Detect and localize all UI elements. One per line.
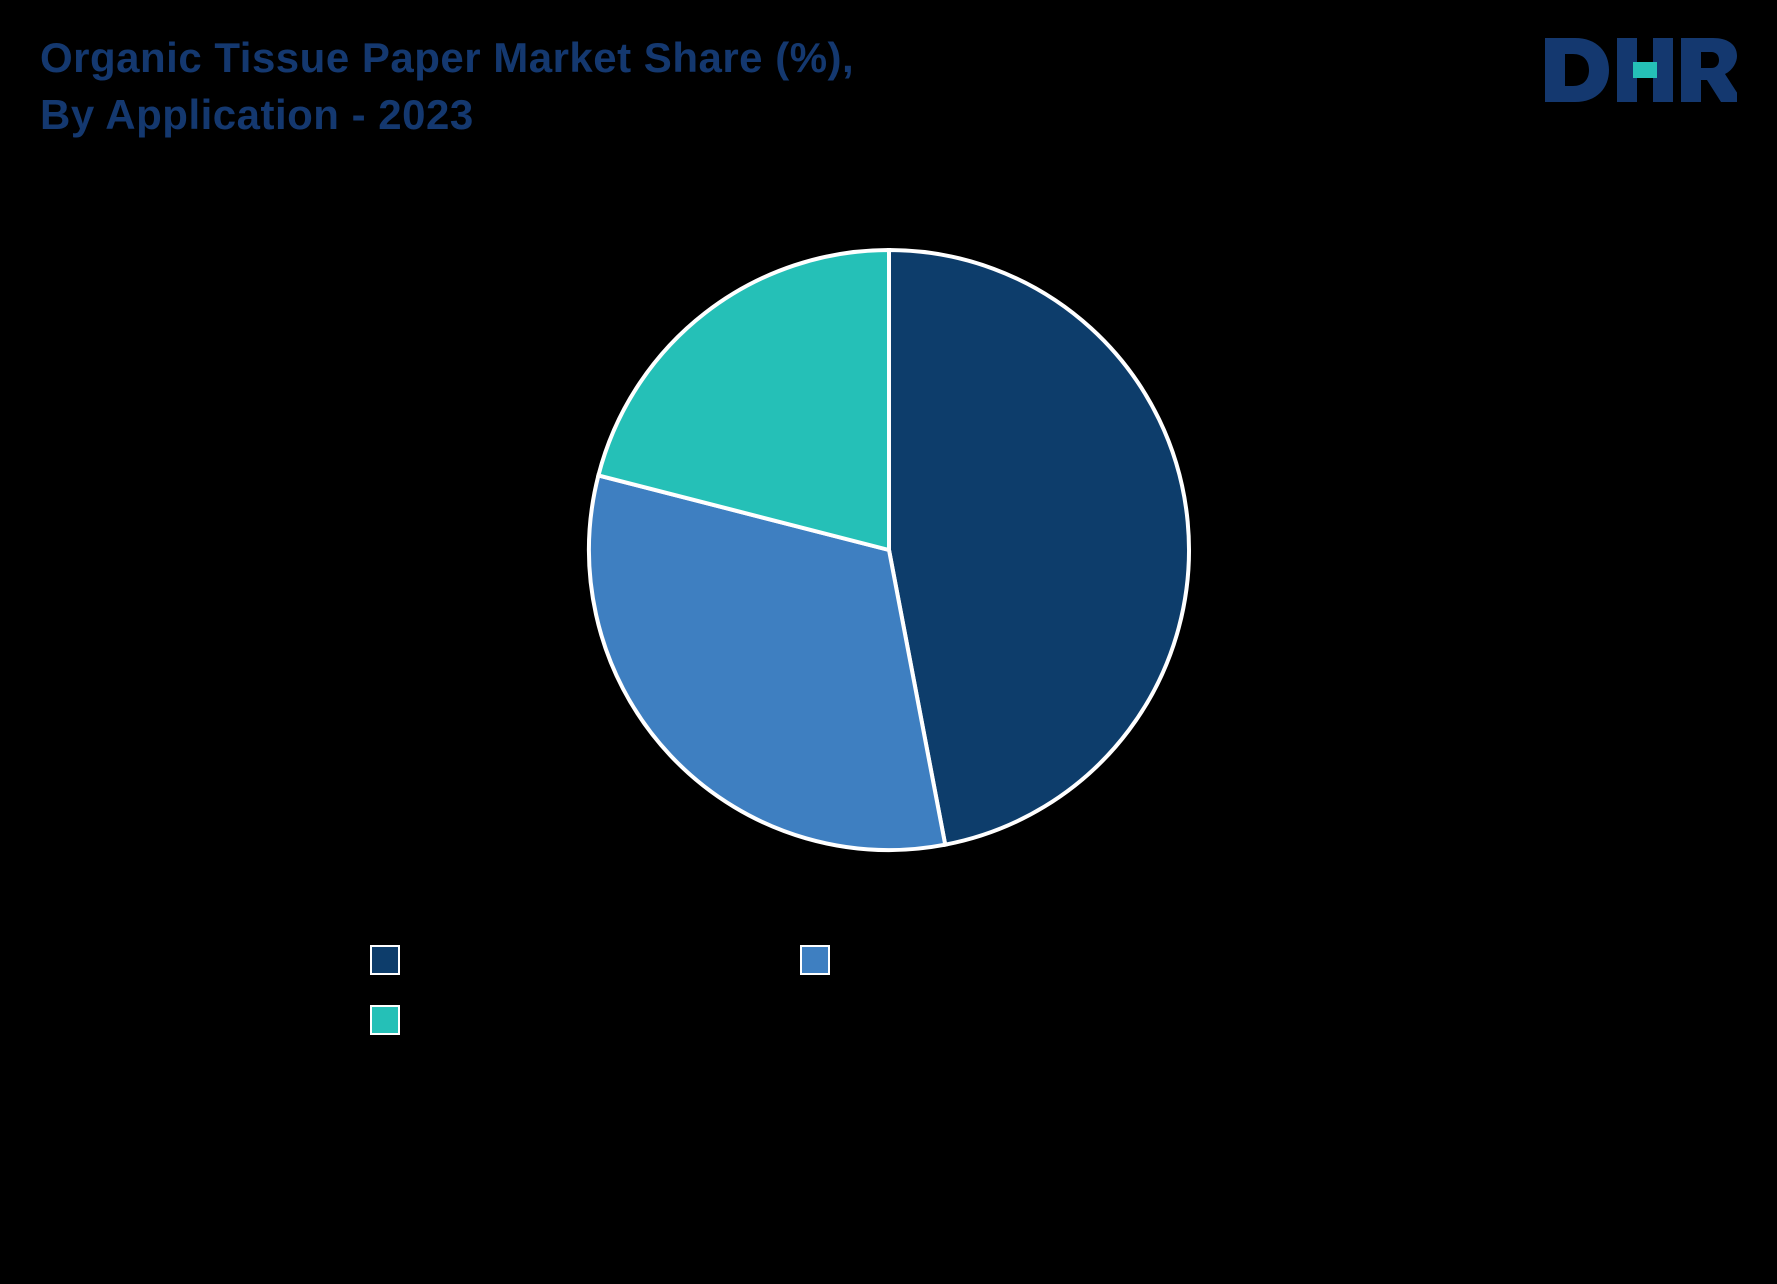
title-line-2: By Application - 2023 xyxy=(40,87,854,144)
legend: Supermarkets & Hypermarkets Convenience S… xyxy=(370,930,1270,1050)
legend-swatch xyxy=(370,1005,400,1035)
pie-slice xyxy=(889,250,1189,845)
legend-label: Supermarkets & Hypermarkets xyxy=(416,945,771,976)
chart-title: Organic Tissue Paper Market Share (%), B… xyxy=(40,30,854,143)
pie-chart-container xyxy=(0,240,1777,860)
legend-swatch xyxy=(370,945,400,975)
legend-label: Convenience Stores xyxy=(846,945,1080,976)
legend-item: Supermarkets & Hypermarkets xyxy=(370,930,800,990)
title-line-1: Organic Tissue Paper Market Share (%), xyxy=(40,30,854,87)
legend-label: Online Stores xyxy=(416,1005,574,1036)
dhr-logo xyxy=(1537,20,1737,120)
legend-swatch xyxy=(800,945,830,975)
legend-item: Convenience Stores xyxy=(800,930,1230,990)
pie-chart xyxy=(579,240,1199,860)
legend-item: Online Stores xyxy=(370,990,800,1050)
